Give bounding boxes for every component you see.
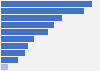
- Bar: [1, 1, 92, 7]
- Bar: [1, 43, 28, 49]
- Bar: [1, 57, 18, 63]
- Bar: [1, 8, 84, 14]
- Bar: [1, 36, 34, 42]
- Bar: [1, 29, 48, 35]
- Bar: [1, 15, 62, 21]
- Bar: [1, 50, 25, 56]
- Bar: [1, 64, 8, 70]
- Bar: [1, 22, 54, 28]
